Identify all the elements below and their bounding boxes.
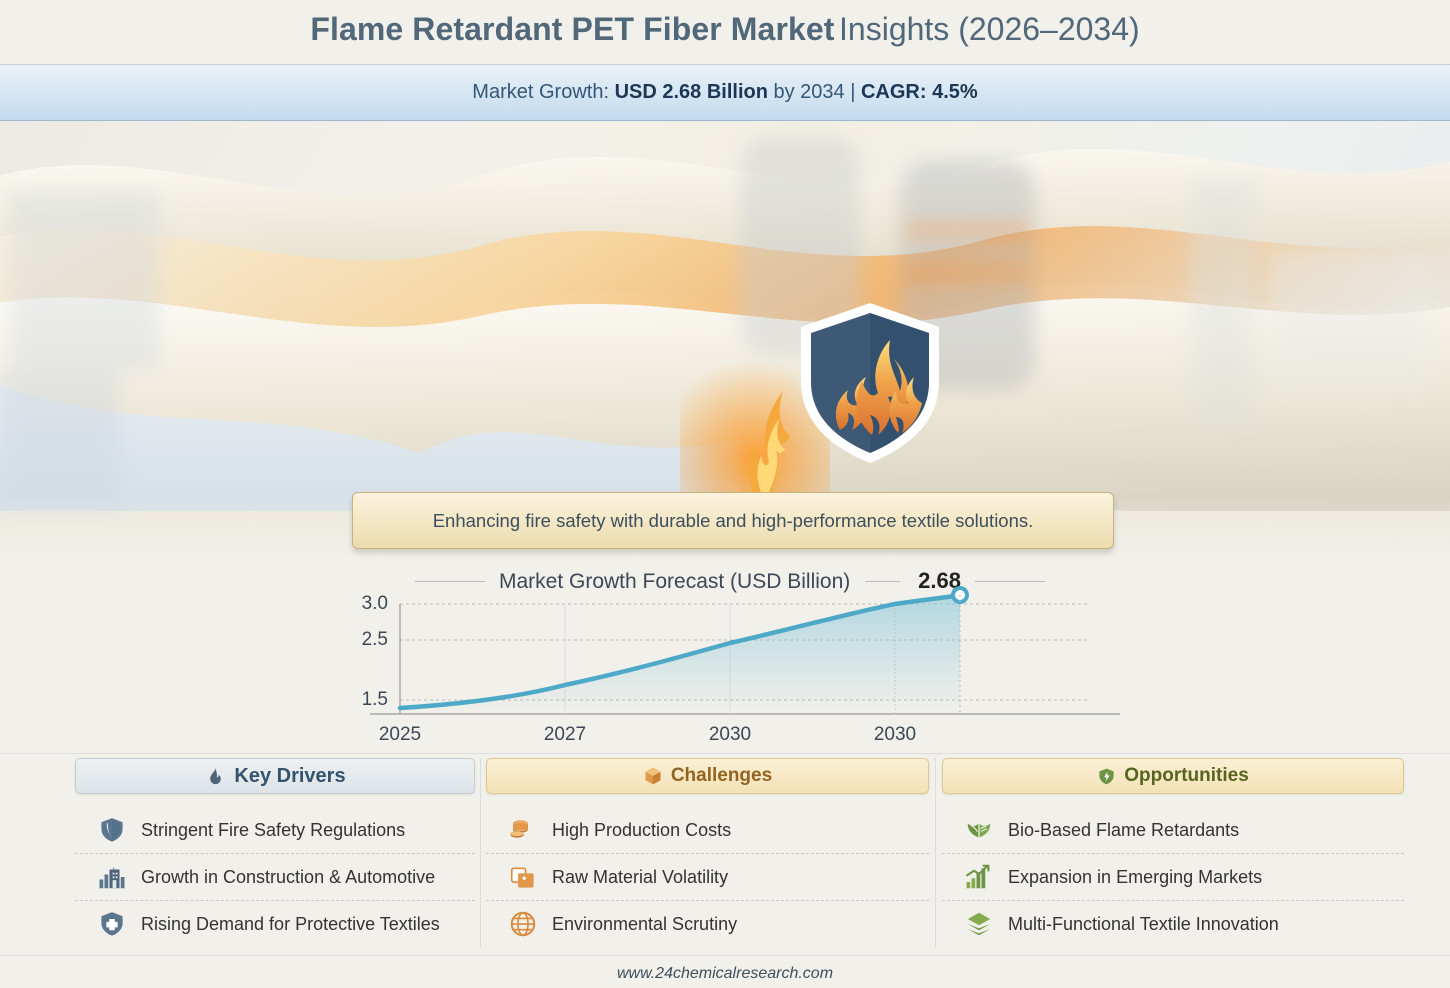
svg-text:3.0: 3.0 [362,593,388,614]
svg-text:2030: 2030 [709,724,751,745]
svg-text:2025: 2025 [379,724,421,745]
svg-text:2030: 2030 [874,724,916,745]
svg-text:2.5: 2.5 [362,629,388,650]
svg-text:2027: 2027 [544,724,586,745]
svg-text:1.5: 1.5 [362,689,388,710]
